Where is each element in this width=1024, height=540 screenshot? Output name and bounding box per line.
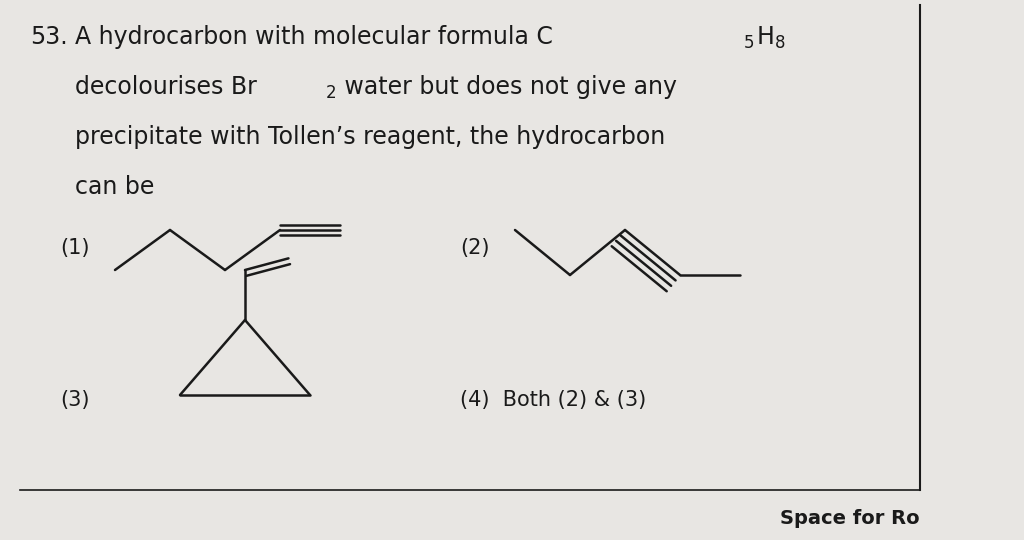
Text: A hydrocarbon with molecular formula C: A hydrocarbon with molecular formula C (75, 25, 553, 49)
Text: (4)  Both (2) & (3): (4) Both (2) & (3) (460, 390, 646, 410)
Text: decolourises Br: decolourises Br (75, 75, 257, 99)
Text: H: H (757, 25, 775, 49)
Text: 5: 5 (744, 34, 755, 52)
Text: Space for Ro: Space for Ro (780, 509, 920, 528)
Text: (2): (2) (460, 238, 489, 258)
Text: can be: can be (75, 175, 155, 199)
Text: 2: 2 (326, 84, 337, 102)
Text: 53.: 53. (30, 25, 68, 49)
Text: water but does not give any: water but does not give any (337, 75, 677, 99)
Text: 8: 8 (775, 34, 785, 52)
Text: precipitate with Tollen’s reagent, the hydrocarbon: precipitate with Tollen’s reagent, the h… (75, 125, 666, 149)
Text: (3): (3) (60, 390, 89, 410)
Text: (1): (1) (60, 238, 89, 258)
